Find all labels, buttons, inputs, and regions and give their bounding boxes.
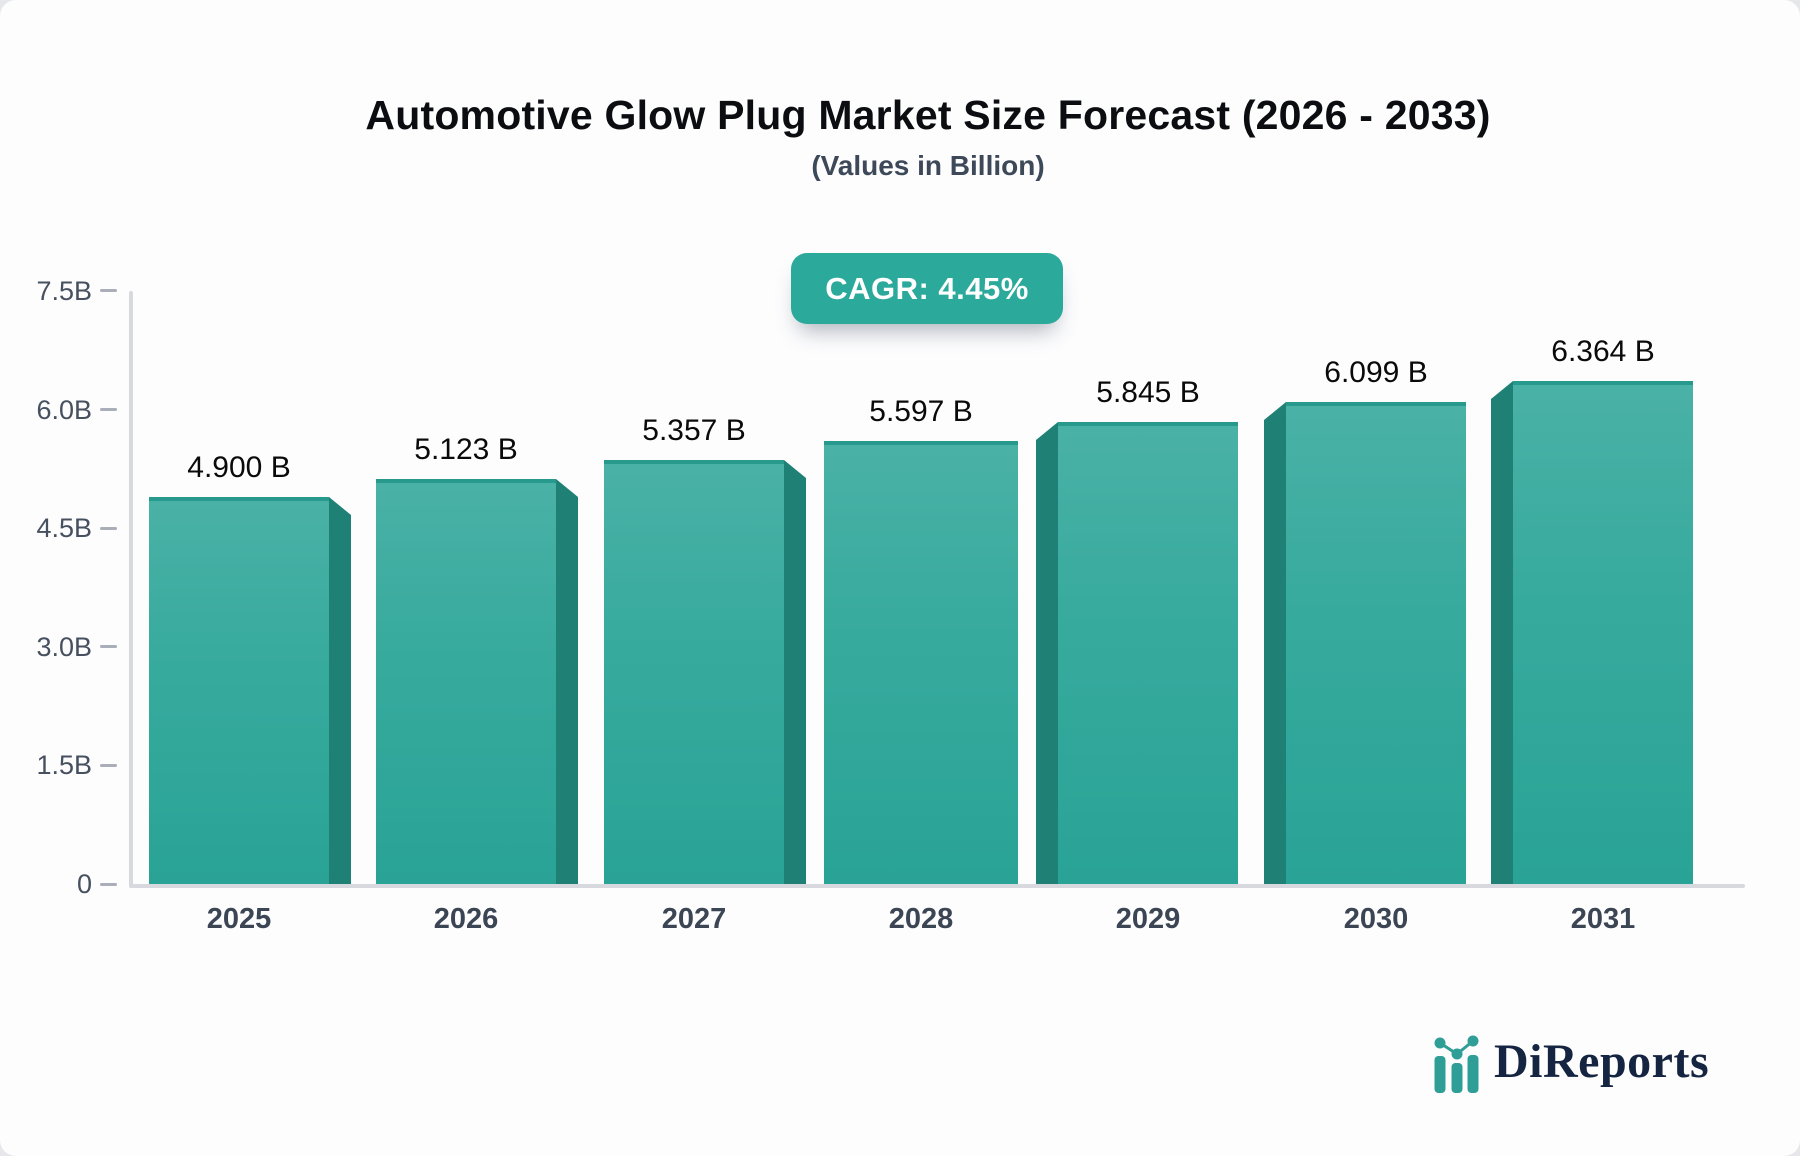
bar-side-face (1264, 402, 1286, 884)
y-axis (129, 291, 133, 888)
bar-side-face (329, 497, 351, 884)
x-axis (129, 884, 1745, 888)
x-tick-label-2028: 2028 (888, 903, 954, 935)
y-tick-dash (100, 526, 117, 530)
bar-2027 (604, 460, 806, 884)
x-tick-label-2027: 2027 (661, 903, 727, 935)
y-tick-label: 1.5B (36, 750, 92, 781)
bar-value-label: 5.597 B (869, 395, 973, 428)
x-tick-label-2030: 2030 (1343, 903, 1409, 935)
x-tick-label-2026: 2026 (433, 903, 499, 935)
y-tick-dash (100, 289, 117, 293)
logo-text: DiReports (1494, 1035, 1710, 1088)
cagr-badge: CAGR: 4.45% (791, 253, 1063, 324)
y-tick-label: 6.0B (36, 394, 92, 425)
bar-front-face (1058, 422, 1238, 884)
bar-value-label: 5.123 B (414, 433, 518, 466)
bar-front-face (824, 441, 1018, 884)
x-tick-label-2031: 2031 (1570, 903, 1636, 935)
y-tick-dash (100, 645, 117, 649)
y-tick-label: 0 (76, 869, 92, 899)
x-tick-label-2025: 2025 (206, 903, 272, 935)
y-tick-label: 7.5B (36, 275, 92, 306)
bar-front-face (1513, 381, 1693, 884)
bar-front-face (376, 479, 556, 884)
bar-front-face (149, 497, 329, 884)
bar-2028 (824, 441, 1018, 884)
direports-logo: DiReports (1428, 1030, 1709, 1094)
bar-2031 (1491, 381, 1693, 884)
bar-value-label: 6.099 B (1324, 356, 1428, 389)
bar-value-label: 6.364 B (1551, 335, 1655, 368)
chart-subtitle: (Values in Billion) (811, 150, 1045, 181)
chart-title: Automotive Glow Plug Market Size Forecas… (365, 92, 1491, 138)
x-tick-label-2029: 2029 (1115, 903, 1181, 935)
bar-side-face (1036, 422, 1058, 884)
y-tick-dash (100, 408, 117, 412)
y-tick-dash (100, 882, 117, 886)
bar-front-face (604, 460, 784, 884)
direports-logo-icon (1434, 1035, 1479, 1093)
bar-value-label: 5.357 B (642, 414, 746, 447)
bar-value-label: 5.845 B (1096, 376, 1200, 409)
bar-2026 (376, 479, 578, 884)
bar-2030 (1264, 402, 1466, 884)
bar-front-face (1286, 402, 1466, 884)
bar-side-face (1491, 381, 1513, 884)
y-tick-label: 3.0B (36, 631, 92, 662)
bar-value-label: 4.900 B (187, 451, 291, 484)
bar-side-face (556, 479, 578, 884)
bar-side-face (784, 460, 806, 884)
bar-2029 (1036, 422, 1238, 884)
cagr-badge-label: CAGR: 4.45% (825, 270, 1029, 306)
y-tick-label: 4.5B (36, 513, 92, 544)
bar-2025 (149, 497, 351, 884)
y-tick-dash (100, 763, 117, 767)
